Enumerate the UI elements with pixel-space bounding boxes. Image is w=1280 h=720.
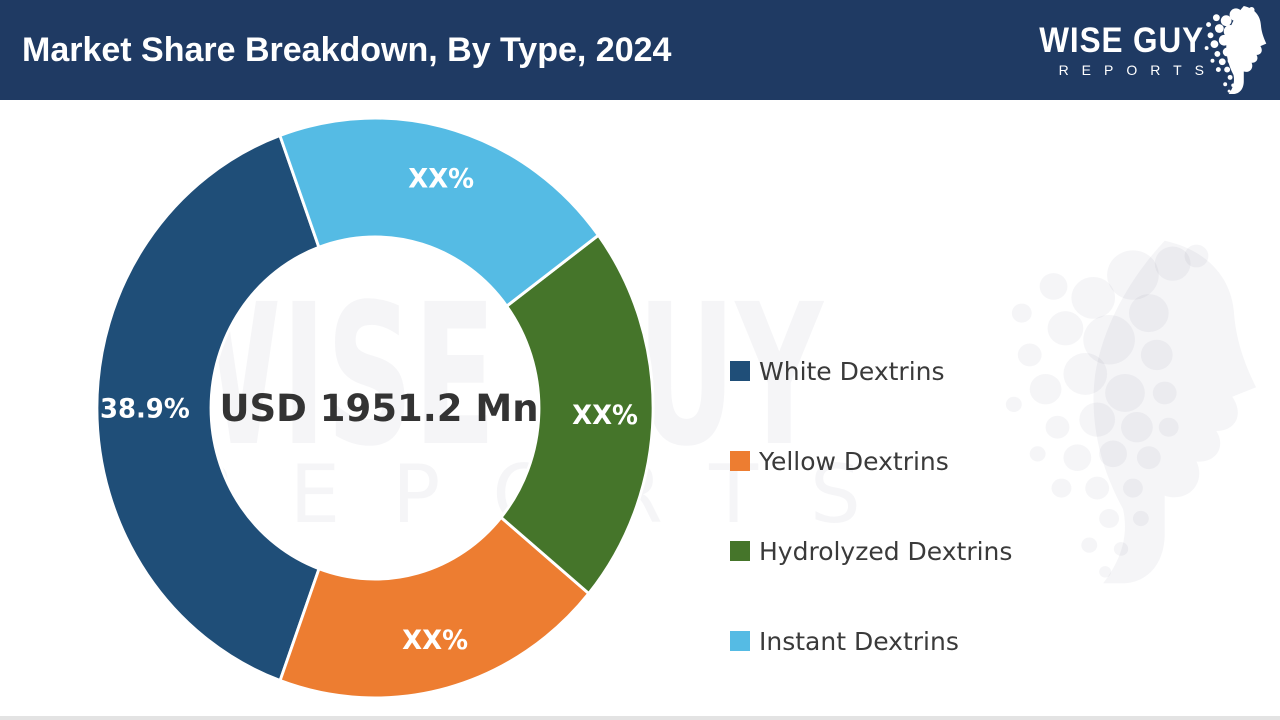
legend-label: Hydrolyzed Dextrins — [759, 536, 1013, 566]
watermark-head-icon — [990, 237, 1260, 587]
legend-swatch — [730, 451, 750, 471]
brand-logo: WISE GUY REPORTS — [1021, 0, 1270, 100]
header: Market Share Breakdown, By Type, 2024 WI… — [0, 0, 1280, 100]
legend-item-yellow-dextrins: Yellow Dextrins — [730, 436, 1012, 486]
legend-item-hydrolyzed-dextrins: Hydrolyzed Dextrins — [730, 526, 1012, 576]
segment-value-label-white-dextrins: 38.9% — [100, 393, 190, 425]
legend-label: Instant Dextrins — [759, 626, 959, 656]
legend-item-instant-dextrins: Instant Dextrins — [730, 616, 1012, 666]
segment-value-label-instant-dextrins: XX% — [408, 163, 474, 195]
donut-segment-instant-dextrins — [278, 116, 600, 308]
donut-segment-hydrolyzed-dextrins — [499, 233, 655, 595]
legend-swatch — [730, 541, 750, 561]
legend-swatch — [730, 361, 750, 381]
page-title: Market Share Breakdown, By Type, 2024 — [22, 30, 672, 69]
logo-text: WISE GUY REPORTS — [1021, 23, 1204, 77]
chart-legend: White Dextrins Yellow Dextrins Hydrolyzed … — [730, 346, 1012, 666]
logo-wordmark: WISE GUY — [1039, 21, 1204, 60]
donut-segment-white-dextrins — [95, 133, 321, 683]
legend-label: Yellow Dextrins — [759, 446, 949, 476]
donut-segment-yellow-dextrins — [278, 515, 591, 700]
bottom-border — [0, 716, 1280, 720]
logo-subtext: REPORTS — [1058, 62, 1217, 78]
chart-region: WISE GUY REPORTS 38.9%XX%XX%XX% USD 1951… — [0, 100, 1280, 716]
donut-chart: 38.9% XX% XX% XX% — [95, 116, 655, 700]
legend-item-white-dextrins: White Dextrins — [730, 346, 1012, 396]
legend-swatch — [730, 631, 750, 651]
legend-label: White Dextrins — [759, 356, 945, 386]
segment-value-label-hydrolyzed-dextrins: XX% — [572, 400, 638, 432]
head-silhouette-icon — [1198, 5, 1270, 95]
segment-value-label-yellow-dextrins: XX% — [402, 625, 468, 657]
